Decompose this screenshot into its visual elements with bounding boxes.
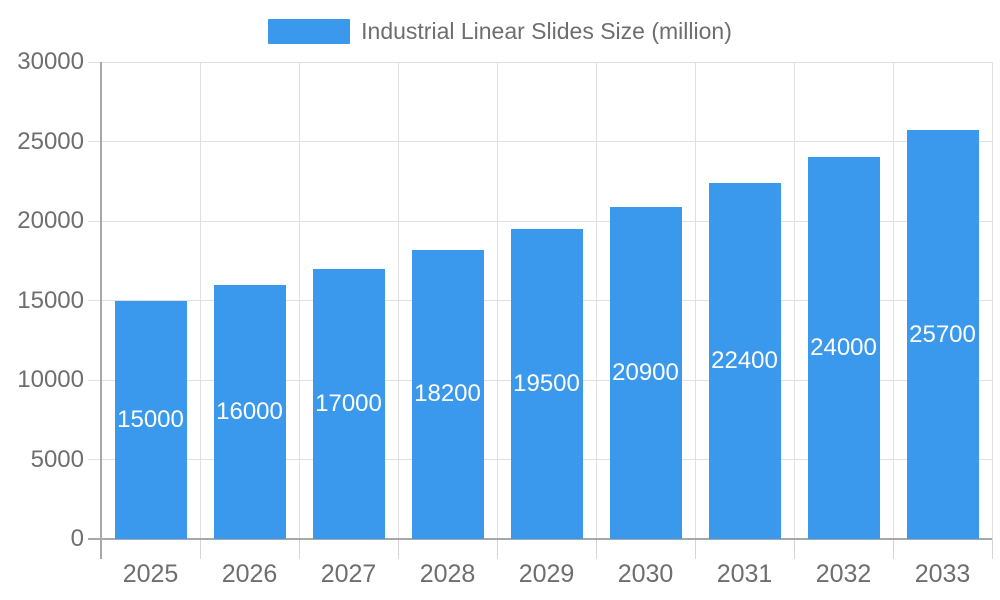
x-axis-tick [892,539,894,559]
bar-value-label: 22400 [711,346,778,374]
bar-value-label: 25700 [909,320,976,348]
x-axis-label: 2032 [815,560,872,588]
gridline-vertical [892,62,894,539]
x-axis-tick [298,539,300,559]
x-axis-label: 2030 [617,560,674,588]
bar-value-label: 17000 [315,389,382,417]
gridline-vertical [793,62,795,539]
y-axis-label: 15000 [17,286,84,314]
bar-value-label: 20900 [612,358,679,386]
legend-swatch [268,19,351,44]
x-axis-label: 2027 [320,560,377,588]
gridline-vertical [694,62,696,539]
y-axis-label: 10000 [17,366,84,393]
x-axis-label: 2033 [914,560,971,588]
bar [213,284,286,539]
chart-legend[interactable]: Industrial Linear Slides Size (million) [0,19,1000,44]
gridline-vertical [199,62,201,539]
bar [411,249,484,539]
gridline-vertical [397,62,399,539]
y-axis-label: 20000 [17,207,84,234]
bar [114,300,187,539]
bar-value-label: 15000 [117,405,184,433]
gridline-horizontal [88,61,992,63]
x-axis-line [88,538,992,540]
x-axis-tick [793,539,795,559]
x-axis-tick [496,539,498,559]
x-axis-label: 2031 [716,560,773,588]
gridline-vertical [298,62,300,539]
gridline-vertical [595,62,597,539]
gridline-vertical [496,62,498,539]
legend-label: Industrial Linear Slides Size (million) [361,18,732,44]
y-axis-label: 30000 [17,48,84,75]
x-axis-tick [991,539,993,559]
x-axis-tick [199,539,201,559]
bar-value-label: 24000 [810,334,877,362]
x-axis-tick [595,539,597,559]
bar [708,182,781,539]
bar [906,130,979,539]
y-axis-label: 0 [70,525,84,552]
x-axis-label: 2029 [518,560,575,588]
x-axis-tick [397,539,399,559]
bar [807,157,880,539]
y-axis-label: 25000 [17,127,84,155]
x-axis-label: 2026 [221,560,278,588]
x-axis-tick [694,539,696,559]
bar-value-label: 16000 [216,397,283,425]
x-axis-label: 2025 [122,560,179,588]
gridline-horizontal [88,220,992,222]
bar [312,268,385,539]
x-axis-label: 2028 [419,560,476,588]
y-axis-label: 5000 [30,445,84,473]
bar-value-label: 18200 [414,380,481,408]
bar-value-label: 19500 [513,369,580,397]
bar [609,206,682,539]
y-axis-line [100,62,102,559]
bar [510,228,583,539]
gridline-horizontal [88,141,992,142]
gridline-vertical [991,62,993,539]
